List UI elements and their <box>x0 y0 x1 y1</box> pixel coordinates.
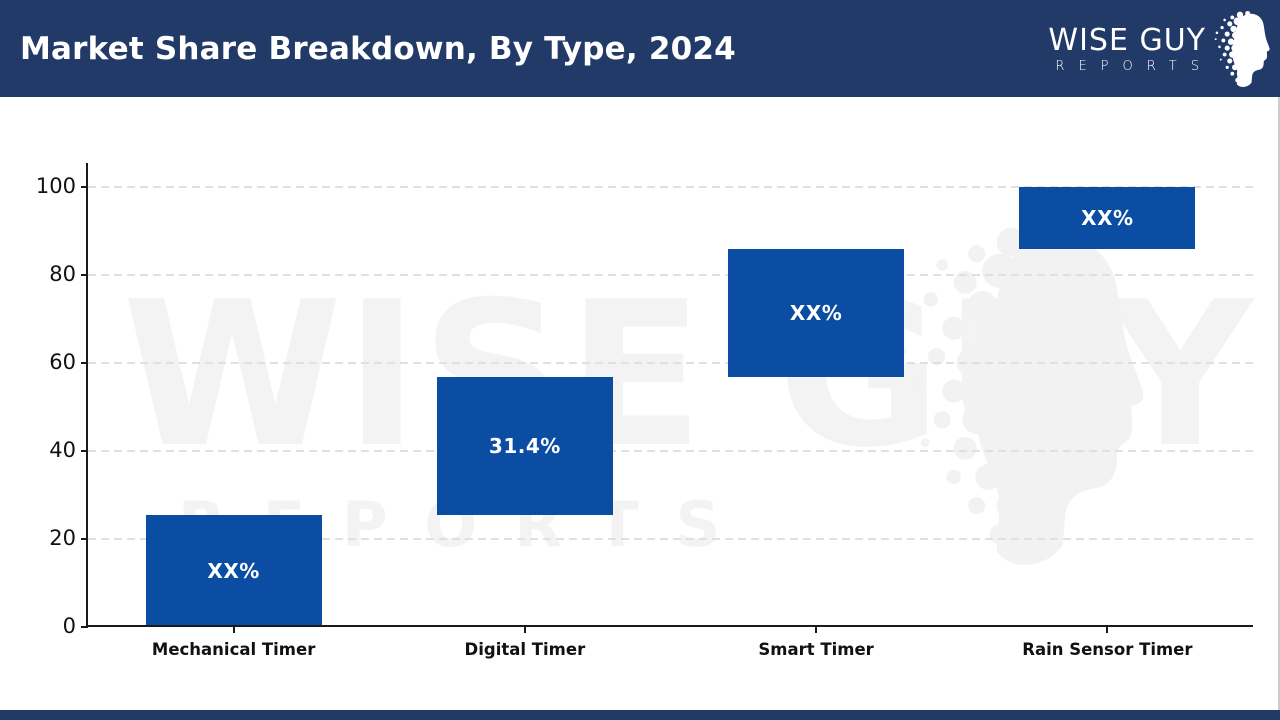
y-tick-label: 80 <box>49 262 76 286</box>
bar-smart-timer: XX% <box>728 248 905 378</box>
brand-subname: REPORTS <box>1055 58 1214 74</box>
y-tick-label: 20 <box>49 526 76 550</box>
x-tick-label: Mechanical Timer <box>151 640 316 659</box>
x-tick-mark <box>232 627 235 633</box>
brand-name: WISE GUY <box>1048 22 1206 58</box>
bar-digital-timer: 31.4% <box>436 377 613 516</box>
x-tick-mark <box>1106 627 1109 633</box>
brand-logo: WISE GUY REPORTS <box>1048 6 1272 92</box>
dotted-head-icon <box>1214 10 1270 87</box>
gridline <box>88 274 1253 276</box>
y-axis-line <box>86 163 88 627</box>
frame-right-border <box>1278 97 1280 710</box>
y-tick-mark <box>81 274 88 276</box>
gridline <box>88 450 1253 452</box>
y-tick-mark <box>81 186 88 188</box>
watermark-dotted-head-icon <box>897 225 1144 565</box>
y-tick-label: 40 <box>49 438 76 462</box>
x-tick-mark <box>523 627 526 633</box>
footer-bar <box>0 710 1280 720</box>
x-tick-label: Rain Sensor Timer <box>1022 640 1193 659</box>
y-tick-label: 60 <box>49 350 76 374</box>
bar-value-label: XX% <box>789 300 843 325</box>
page-title: Market Share Breakdown, By Type, 2024 <box>20 30 736 67</box>
y-tick-mark <box>81 362 88 364</box>
bar-rain-sensor-timer: XX% <box>1019 187 1196 249</box>
header-bar: Market Share Breakdown, By Type, 2024 WI… <box>0 0 1280 97</box>
x-tick-label: Smart Timer <box>758 640 874 659</box>
y-tick-mark <box>81 450 88 452</box>
y-tick-mark <box>81 626 88 628</box>
bar-mechanical-timer: XX% <box>145 515 322 627</box>
bar-value-label: XX% <box>1081 205 1134 230</box>
gridline <box>88 538 1253 540</box>
y-tick-label: 100 <box>35 174 76 198</box>
gridline <box>88 362 1253 364</box>
gridline <box>88 186 1253 188</box>
bar-value-label: XX% <box>207 559 260 584</box>
x-tick-label: Digital Timer <box>464 640 586 659</box>
brand-logo-text: WISE GUY REPORTS <box>1048 24 1206 74</box>
bar-value-label: 31.4% <box>488 434 561 459</box>
y-tick-label: 0 <box>62 614 76 638</box>
x-axis-line <box>86 625 1253 627</box>
x-tick-mark <box>815 627 818 633</box>
y-tick-mark <box>81 538 88 540</box>
